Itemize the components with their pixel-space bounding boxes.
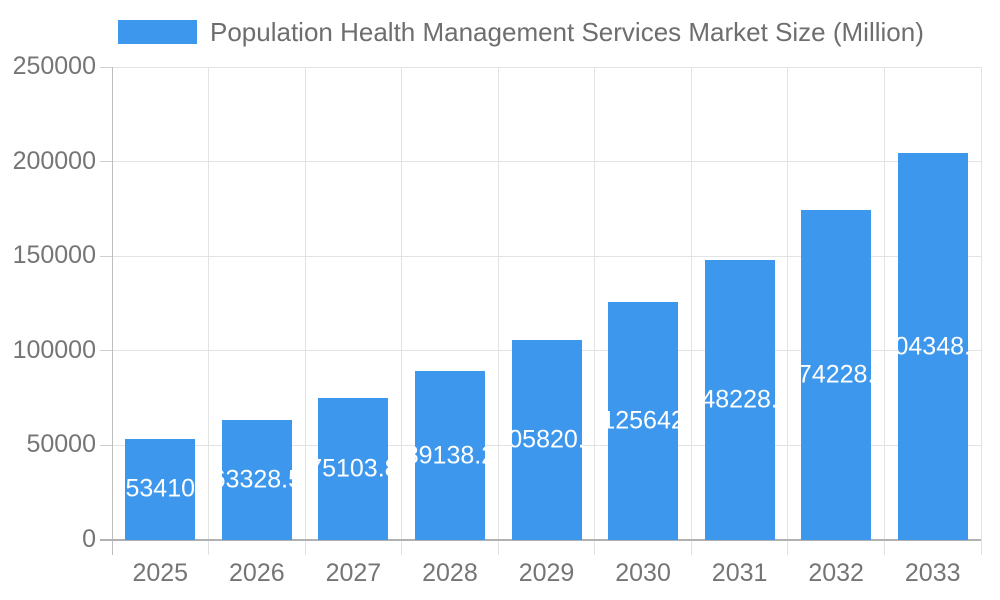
y-gridline: [112, 66, 981, 68]
bar[interactable]: 75103.8: [318, 397, 389, 540]
y-axis-tick: [100, 350, 112, 352]
y-axis-line: [112, 67, 113, 540]
x-axis-tick: [304, 540, 306, 555]
bar-value-label: 148228.8: [704, 385, 775, 414]
x-axis-tick: [980, 540, 982, 555]
bar-value-label: 75103.8: [318, 454, 388, 483]
x-axis-tick: [111, 540, 113, 555]
x-axis-tick: [883, 540, 885, 555]
y-axis-tick-label: 250000: [12, 52, 96, 80]
bar-value-label: 174228.5: [801, 360, 871, 389]
y-axis-tick: [100, 444, 112, 446]
x-gridline: [304, 67, 306, 540]
x-axis-tick: [594, 540, 596, 555]
x-gridline: [980, 67, 982, 540]
bar[interactable]: 125642: [608, 302, 679, 540]
x-axis-tick-label: 2027: [325, 559, 382, 587]
x-gridline: [208, 67, 210, 540]
x-axis-tick-label: 2025: [132, 559, 189, 587]
legend-swatch: [118, 20, 197, 44]
y-axis-tick-label: 150000: [12, 241, 96, 270]
x-axis-tick: [208, 540, 210, 555]
y-axis-tick: [100, 161, 112, 163]
bar[interactable]: 148228.8: [704, 259, 775, 540]
x-axis-tick: [497, 540, 499, 555]
bar-value-label: 63328.5: [222, 465, 292, 494]
y-axis-tick: [100, 66, 112, 68]
x-axis-tick-label: 2031: [711, 559, 768, 587]
x-axis-tick-label: 2026: [229, 559, 285, 587]
bar[interactable]: 63328.5: [221, 420, 292, 540]
y-gridline: [112, 255, 981, 257]
bar[interactable]: 53410: [125, 438, 196, 540]
bar-value-label: 89138.2: [415, 441, 485, 470]
bar-value-label: 125642: [608, 406, 679, 435]
x-axis-tick-label: 2028: [422, 559, 478, 587]
bar[interactable]: 89138.2: [414, 371, 485, 540]
x-axis-tick-label: 2029: [518, 559, 575, 587]
x-axis-tick-label: 2033: [904, 559, 961, 587]
x-axis-tick: [401, 540, 403, 555]
y-axis-tick-label: 0: [82, 525, 96, 553]
y-axis-tick-label: 200000: [12, 146, 96, 175]
x-axis-line: [100, 539, 981, 541]
x-axis-tick-label: 2030: [615, 559, 671, 587]
x-gridline: [787, 67, 789, 540]
y-axis-tick-label: 100000: [12, 335, 96, 364]
bar[interactable]: 174228.5: [801, 210, 872, 540]
bar-value-label: 105820.5: [511, 425, 582, 454]
bar[interactable]: 204348.5: [897, 153, 968, 540]
x-gridline: [401, 67, 403, 540]
x-axis-tick: [690, 540, 692, 555]
bar-value-label: 204348.5: [897, 332, 968, 361]
y-axis-tick-label: 50000: [26, 430, 96, 459]
y-gridline: [112, 161, 981, 163]
y-axis-tick: [100, 255, 112, 257]
legend-label: Population Health Management Services Ma…: [210, 16, 924, 47]
x-gridline: [690, 67, 692, 540]
bar[interactable]: 105820.5: [511, 339, 582, 540]
x-axis-tick: [787, 540, 789, 555]
x-gridline: [883, 67, 885, 540]
x-gridline: [594, 67, 596, 540]
bar-value-label: 53410: [125, 474, 196, 503]
x-axis-tick-label: 2032: [808, 559, 864, 587]
x-gridline: [497, 67, 499, 540]
legend[interactable]: Population Health Management Services Ma…: [118, 16, 924, 47]
